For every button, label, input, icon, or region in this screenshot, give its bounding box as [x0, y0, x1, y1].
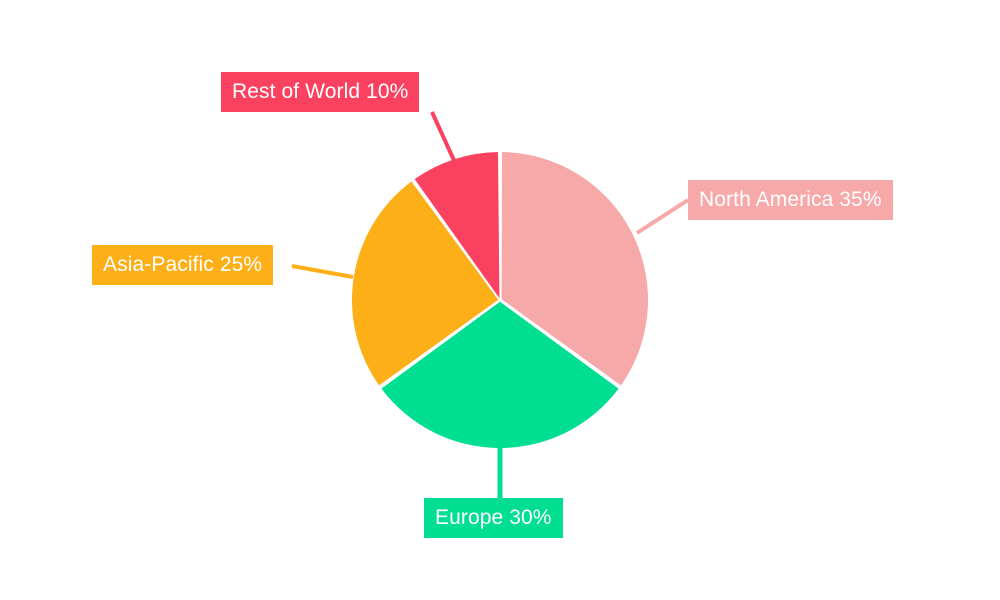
- pie-label-asia-pacific: Asia-Pacific 25%: [92, 245, 274, 285]
- leader-line-north-america: [635, 198, 690, 235]
- pie-label-europe: Europe 30%: [424, 498, 563, 538]
- pie-label-north-america: North America 35%: [688, 180, 893, 220]
- pie-slice-north-america[interactable]: [501, 152, 649, 386]
- pie-slice-group: [351, 152, 649, 449]
- leader-line-group: [291, 111, 690, 498]
- pie-slice-asia-pacific[interactable]: [351, 181, 499, 386]
- pie-slice-rest-of-world[interactable]: [414, 152, 500, 299]
- pie-slice-europe[interactable]: [381, 301, 619, 449]
- leader-line-asia-pacific: [291, 264, 354, 279]
- pie-label-rest-of-world: Rest of World 10%: [221, 72, 420, 112]
- leader-line-rest-of-world: [430, 111, 459, 168]
